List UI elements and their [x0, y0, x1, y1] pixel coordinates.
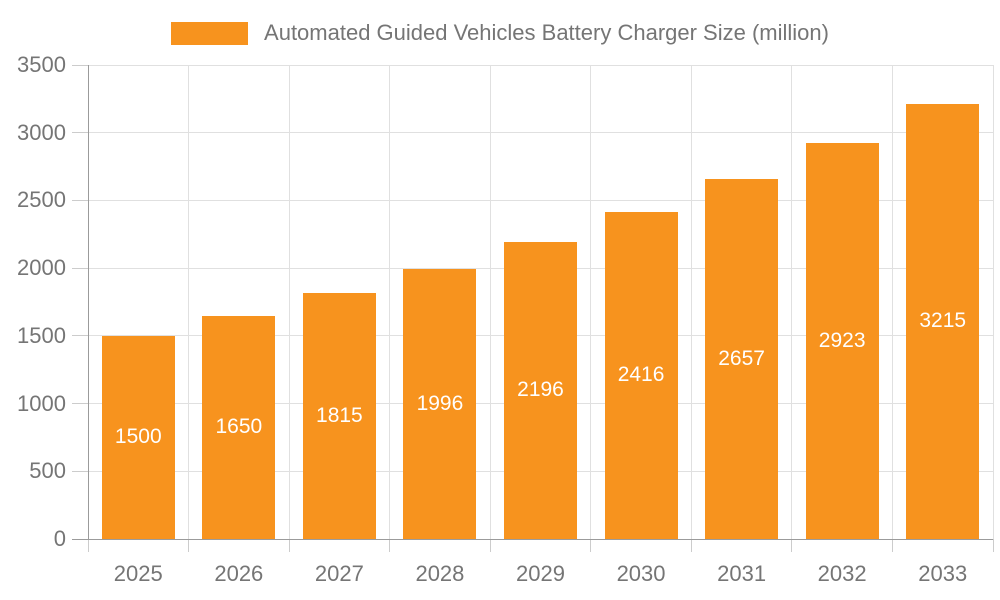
y-axis-tick — [72, 538, 88, 540]
y-axis-tick-label: 3000 — [17, 119, 66, 145]
y-axis-tick — [72, 335, 88, 337]
bar-2033[interactable]: 3215 — [906, 103, 980, 539]
bar-2031[interactable]: 2657 — [705, 179, 779, 539]
y-axis-tick-label: 2000 — [17, 255, 66, 281]
x-axis-category-label: 2027 — [314, 561, 364, 586]
x-axis-tick — [791, 539, 793, 552]
bar-value-label: 2657 — [718, 347, 765, 371]
y-axis-tick-label: 3500 — [17, 52, 66, 77]
plot-area: 1500 1650 1815 1996 2196 2416 2657 2923 3215 — [87, 64, 994, 540]
gridline-vertical — [891, 65, 893, 539]
legend-label: Automated Guided Vehicles Battery Charge… — [264, 20, 829, 45]
bar-2026[interactable]: 1650 — [202, 315, 276, 539]
y-axis-tick-label: 2500 — [17, 187, 66, 213]
y-axis-tick — [72, 403, 88, 405]
y-axis-tick — [72, 132, 88, 134]
x-axis-tick — [389, 539, 391, 552]
y-axis-tick — [72, 267, 88, 269]
x-axis-category-label: 2032 — [817, 561, 867, 586]
x-axis-tick — [590, 539, 592, 552]
x-axis-tick — [489, 539, 491, 552]
y-axis-tick-label: 500 — [29, 458, 66, 484]
bar-2032[interactable]: 2923 — [805, 143, 879, 539]
x-axis-tick — [288, 539, 290, 552]
bar-value-label: 1996 — [416, 391, 464, 415]
x-axis-tick — [690, 539, 692, 552]
bar-value-label: 3215 — [919, 309, 967, 333]
legend-item[interactable]: Automated Guided Vehicles Battery Charge… — [0, 18, 1000, 48]
bar-value-label: 1500 — [114, 425, 162, 449]
bar-value-label: 1650 — [215, 415, 263, 439]
gridline-vertical — [590, 65, 592, 539]
bar-2028[interactable]: 1996 — [403, 268, 477, 539]
y-axis-tick — [72, 64, 88, 66]
x-axis-tick — [992, 539, 994, 552]
gridline-vertical — [489, 65, 491, 539]
x-axis-category-label: 2030 — [616, 561, 666, 586]
bar-value-label: 1815 — [316, 404, 363, 428]
gridline-horizontal — [88, 64, 993, 66]
x-axis-category-label: 2033 — [918, 561, 968, 586]
gridline-horizontal — [88, 199, 993, 201]
x-axis-category-label: 2028 — [415, 561, 465, 586]
gridline-vertical — [992, 65, 994, 539]
gridline-vertical — [690, 65, 692, 539]
x-axis-tick — [188, 539, 190, 552]
bar-value-label: 2416 — [617, 363, 665, 387]
y-axis-tick — [72, 199, 88, 201]
bar-value-label: 2196 — [517, 378, 564, 402]
y-axis-tick-label: 1000 — [17, 390, 66, 416]
bar-2027[interactable]: 1815 — [302, 293, 376, 539]
x-axis-tick — [87, 539, 89, 552]
y-axis-tick-label: 0 — [53, 526, 66, 551]
bar-2029[interactable]: 2196 — [504, 241, 577, 539]
gridline-vertical — [389, 65, 391, 539]
bar-2025[interactable]: 1500 — [101, 335, 175, 539]
x-axis-category-label: 2025 — [113, 561, 163, 586]
y-axis-line — [87, 65, 89, 539]
gridline-horizontal — [88, 132, 993, 134]
gridline-vertical — [288, 65, 290, 539]
x-axis-category-label: 2026 — [214, 561, 264, 586]
x-axis-tick — [891, 539, 893, 552]
x-axis-category-label: 2029 — [516, 561, 565, 586]
y-axis-tick — [72, 470, 88, 472]
x-axis-category-label: 2031 — [717, 561, 767, 586]
x-axis-baseline — [88, 538, 993, 540]
bar-2030[interactable]: 2416 — [604, 211, 678, 539]
bar-value-label: 2923 — [818, 329, 866, 353]
y-axis-tick-label: 1500 — [17, 322, 66, 348]
legend-color-swatch-icon — [171, 21, 249, 45]
gridline-vertical — [791, 65, 793, 539]
gridline-vertical — [188, 65, 190, 539]
